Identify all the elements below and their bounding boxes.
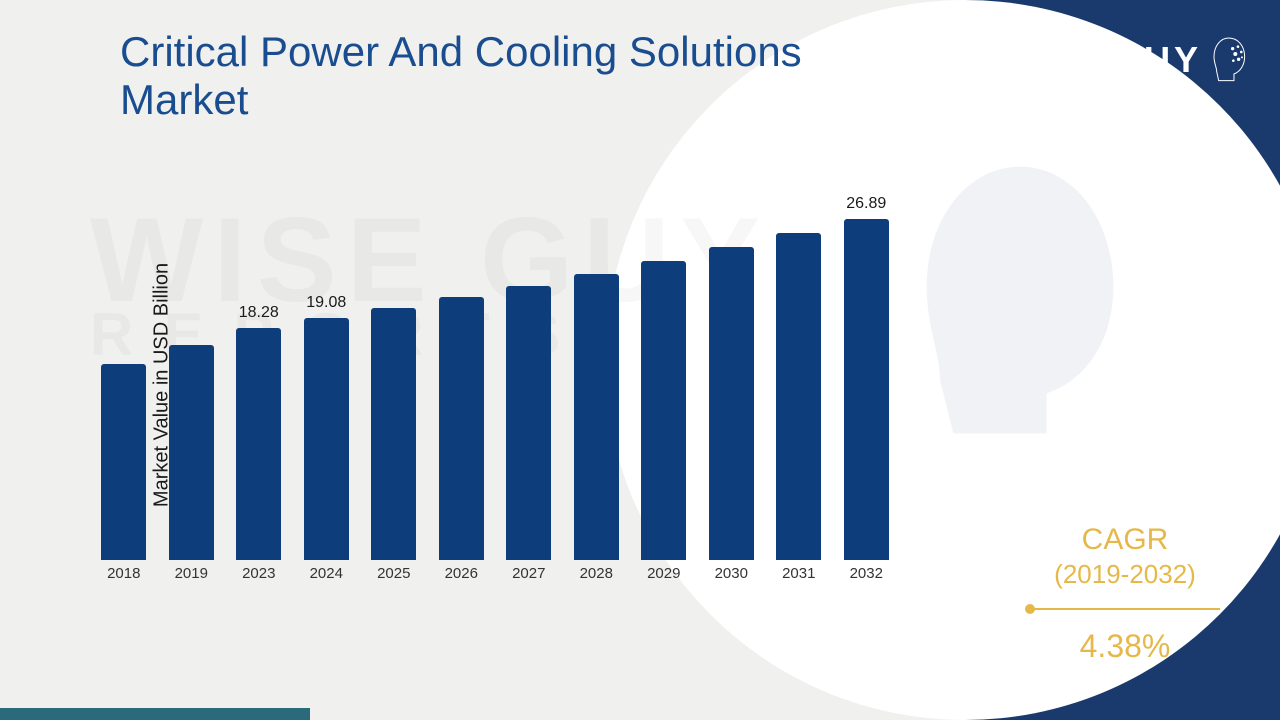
bar-2032: 26.89 (844, 219, 889, 560)
x-tick-2026: 2026 (445, 565, 478, 582)
x-tick-2029: 2029 (647, 565, 680, 582)
x-tick-2031: 2031 (782, 565, 815, 582)
logo-head-icon (1210, 25, 1250, 95)
logo-text-wise: WISE (990, 39, 1098, 81)
x-tick-2028: 2028 (580, 565, 613, 582)
bottom-accent-bar (0, 708, 310, 720)
chart-title: Critical Power And Cooling Solutions Mar… (120, 28, 820, 125)
bar-2027 (506, 286, 551, 560)
bar-2026 (439, 297, 484, 560)
bar-2025 (371, 308, 416, 560)
bar-2024: 19.08 (304, 318, 349, 560)
logo-subtext: R E P O R T S (990, 91, 1250, 123)
x-tick-2024: 2024 (310, 565, 343, 582)
bar-value-label: 19.08 (306, 294, 346, 312)
plot-area: 18.28 19.08 26.89 (90, 180, 900, 560)
bar-chart: Market Value in USD Billion 18.2819.0826… (50, 160, 900, 610)
x-tick-2030: 2030 (715, 565, 748, 582)
watermark-head-icon (880, 140, 1160, 460)
cagr-divider (1030, 608, 1220, 610)
x-tick-2027: 2027 (512, 565, 545, 582)
bar-2029 (641, 261, 686, 560)
cagr-value: 4.38% (1010, 628, 1240, 665)
cagr-period: (2019-2032) (1010, 559, 1240, 590)
cagr-info: CAGR (2019-2032) 4.38% (1010, 523, 1240, 665)
x-tick-2032: 2032 (850, 565, 883, 582)
brand-logo: WISE GUY R E P O R T S (990, 25, 1250, 123)
bar-2031 (776, 233, 821, 560)
x-tick-2023: 2023 (242, 565, 275, 582)
bar-2018 (101, 364, 146, 560)
x-tick-2018: 2018 (107, 565, 140, 582)
x-tick-2025: 2025 (377, 565, 410, 582)
bar-2023: 18.28 (236, 328, 281, 560)
logo-text-guy: GUY (1112, 39, 1202, 81)
bar-value-label: 26.89 (846, 195, 886, 213)
bar-value-label: 18.28 (239, 304, 279, 322)
cagr-label: CAGR (1010, 523, 1240, 557)
bar-2019 (169, 345, 214, 560)
bar-2028 (574, 274, 619, 560)
bar-2030 (709, 247, 754, 560)
x-tick-2019: 2019 (175, 565, 208, 582)
